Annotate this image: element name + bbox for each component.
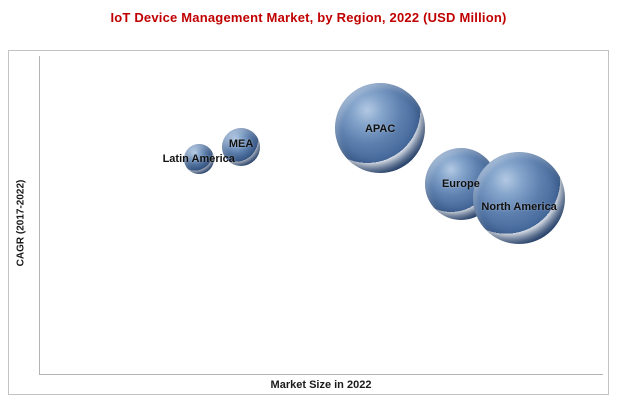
- bubble-mea: [222, 127, 261, 166]
- bubble-label-latin-america: Latin America: [162, 153, 235, 166]
- chart-frame: CAGR (2017-2022) Latin America MEA APAC Eur…: [8, 50, 609, 395]
- bubble-north-america: [473, 152, 566, 245]
- y-axis-label: CAGR (2017-2022): [15, 179, 27, 266]
- chart-title: IoT Device Management Market, by Region,…: [110, 10, 507, 25]
- bubble-label-mea: MEA: [228, 137, 254, 150]
- bubble-apac: [335, 82, 426, 173]
- bubble-label-apac: APAC: [364, 122, 396, 135]
- bubble-latin-america: [183, 144, 214, 175]
- bubble-label-north-america: North America: [481, 201, 557, 214]
- y-axis-line: [39, 56, 40, 375]
- x-axis-label: Market Size in 2022: [270, 379, 372, 391]
- x-axis-line: [39, 374, 603, 375]
- bubble-label-europe: Europe: [441, 178, 480, 191]
- plot-area: Latin America MEA APAC Europe North America: [40, 56, 605, 374]
